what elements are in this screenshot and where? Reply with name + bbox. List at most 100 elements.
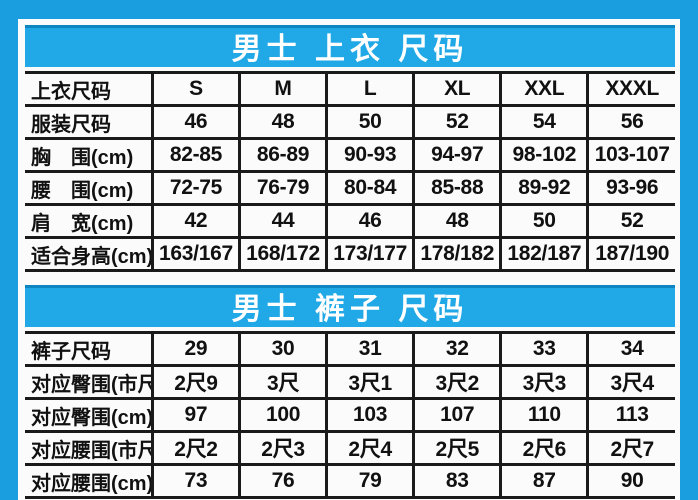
table-cell: 79 bbox=[325, 463, 416, 499]
pants-size-table-body: 裤子尺码 29 30 31 32 33 34 对应臀围(市尺) 2尺9 3尺 3尺1 3尺2 3尺3 3尺… bbox=[25, 331, 675, 499]
table-cell: 182/187 bbox=[499, 236, 590, 272]
table-cell: 86-89 bbox=[237, 137, 329, 173]
table-cell: 31 bbox=[325, 331, 416, 367]
table-row: 胸 围(cm) 82-85 86-89 90-93 94-97 98-102 103-107 bbox=[25, 137, 675, 173]
table-cell: 178/182 bbox=[412, 236, 503, 272]
tops-size-table-body: 上衣尺码 S M L XL XXL XXXL 服装尺码 46 48 50 52 54 56 胸 围(cm) 8… bbox=[25, 71, 675, 272]
tops-size-table-section: 男士 上衣 尺码 上衣尺码 S M L XL XXL XXXL 服装尺码 46 48 50 52 54 5… bbox=[25, 25, 675, 272]
table-row: 适合身高(cm) 163/167 168/172 173/177 178/182 182/… bbox=[25, 236, 675, 272]
tops-title-band: 男士 上衣 尺码 bbox=[25, 25, 675, 67]
table-cell: 34 bbox=[586, 331, 675, 367]
table-cell: 76-79 bbox=[237, 170, 329, 206]
size-chart-panel: 男士 上衣 尺码 上衣尺码 S M L XL XXL XXXL 服装尺码 46 48 50 52 54 5… bbox=[18, 19, 680, 500]
row-label: 裤子尺码 bbox=[25, 331, 154, 367]
table-cell: M bbox=[237, 71, 329, 107]
row-label: 胸 围(cm) bbox=[25, 137, 154, 173]
table-cell: 87 bbox=[499, 463, 590, 499]
table-cell: 42 bbox=[150, 203, 241, 239]
table-cell: 54 bbox=[499, 104, 590, 140]
table-cell: 2尺2 bbox=[150, 430, 241, 466]
table-cell: 48 bbox=[237, 104, 329, 140]
table-cell: 44 bbox=[237, 203, 329, 239]
row-label: 对应腰围(cm) bbox=[25, 463, 154, 499]
table-cell: 103 bbox=[325, 397, 416, 433]
table-cell: 3尺4 bbox=[586, 364, 675, 400]
row-label: 腰 围(cm) bbox=[25, 170, 154, 206]
pants-table-title: 男士 裤子 尺码 bbox=[231, 293, 469, 326]
tops-size-table: 上衣尺码 S M L XL XXL XXXL 服装尺码 46 48 50 52 54 56 胸 围(cm) 8… bbox=[25, 71, 675, 272]
table-cell: 3尺3 bbox=[499, 364, 590, 400]
table-cell: 32 bbox=[412, 331, 503, 367]
table-cell: 173/177 bbox=[325, 236, 416, 272]
table-row: 对应腰围(cm) 73 76 79 83 87 90 bbox=[25, 463, 675, 499]
table-cell: 30 bbox=[237, 331, 329, 367]
table-cell: 46 bbox=[150, 104, 241, 140]
row-label: 对应臀围(cm) bbox=[25, 397, 154, 433]
table-cell: 168/172 bbox=[237, 236, 329, 272]
table-cell: 90 bbox=[586, 463, 675, 499]
table-cell: 33 bbox=[499, 331, 590, 367]
table-cell: L bbox=[325, 71, 416, 107]
row-label: 对应腰围(市尺) bbox=[25, 430, 154, 466]
table-cell: 98-102 bbox=[499, 137, 590, 173]
table-row: 服装尺码 46 48 50 52 54 56 bbox=[25, 104, 675, 140]
table-cell: 56 bbox=[586, 104, 675, 140]
table-cell: 3尺2 bbox=[412, 364, 503, 400]
table-cell: 90-93 bbox=[325, 137, 416, 173]
table-cell: 83 bbox=[412, 463, 503, 499]
row-label: 适合身高(cm) bbox=[25, 236, 154, 272]
row-label: 上衣尺码 bbox=[25, 71, 154, 107]
table-cell: 113 bbox=[586, 397, 675, 433]
table-cell: 46 bbox=[325, 203, 416, 239]
table-cell: 2尺3 bbox=[237, 430, 329, 466]
table-cell: 163/167 bbox=[150, 236, 241, 272]
table-cell: 103-107 bbox=[586, 137, 675, 173]
table-cell: XXXL bbox=[586, 71, 675, 107]
table-cell: 73 bbox=[150, 463, 241, 499]
table-row: 裤子尺码 29 30 31 32 33 34 bbox=[25, 331, 675, 367]
row-label: 对应臀围(市尺) bbox=[25, 364, 154, 400]
table-cell: 29 bbox=[150, 331, 241, 367]
table-cell: 100 bbox=[237, 397, 329, 433]
table-cell: 2尺7 bbox=[586, 430, 675, 466]
table-row: 对应臀围(cm) 97 100 103 107 110 113 bbox=[25, 397, 675, 433]
table-row: 上衣尺码 S M L XL XXL XXXL bbox=[25, 71, 675, 107]
table-cell: 80-84 bbox=[325, 170, 416, 206]
pants-size-table-section: 男士 裤子 尺码 裤子尺码 29 30 31 32 33 34 对应臀围(市尺) 2尺9 3尺 3尺… bbox=[25, 285, 675, 499]
table-cell: 2尺9 bbox=[150, 364, 241, 400]
table-cell: 2尺4 bbox=[325, 430, 416, 466]
table-cell: 76 bbox=[237, 463, 329, 499]
table-cell: 187/190 bbox=[586, 236, 675, 272]
table-cell: 3尺1 bbox=[325, 364, 416, 400]
table-cell: 82-85 bbox=[150, 137, 241, 173]
table-cell: 2尺5 bbox=[412, 430, 503, 466]
table-cell: 85-88 bbox=[412, 170, 503, 206]
table-cell: 110 bbox=[499, 397, 590, 433]
table-cell: 3尺 bbox=[237, 364, 329, 400]
table-cell: 89-92 bbox=[499, 170, 590, 206]
tops-table-title: 男士 上衣 尺码 bbox=[231, 33, 469, 66]
table-cell: 97 bbox=[150, 397, 241, 433]
table-cell: 48 bbox=[412, 203, 503, 239]
table-cell: 50 bbox=[325, 104, 416, 140]
table-row: 对应腰围(市尺) 2尺2 2尺3 2尺4 2尺5 2尺6 2尺7 bbox=[25, 430, 675, 466]
table-cell: XXL bbox=[499, 71, 590, 107]
row-label: 服装尺码 bbox=[25, 104, 154, 140]
table-cell: 50 bbox=[499, 203, 590, 239]
table-cell: 2尺6 bbox=[499, 430, 590, 466]
table-cell: 93-96 bbox=[586, 170, 675, 206]
table-row: 对应臀围(市尺) 2尺9 3尺 3尺1 3尺2 3尺3 3尺4 bbox=[25, 364, 675, 400]
pants-title-band: 男士 裤子 尺码 bbox=[25, 285, 675, 327]
table-cell: 52 bbox=[586, 203, 675, 239]
table-cell: 72-75 bbox=[150, 170, 241, 206]
table-cell: S bbox=[150, 71, 241, 107]
table-cell: XL bbox=[412, 71, 503, 107]
row-label: 肩 宽(cm) bbox=[25, 203, 154, 239]
table-cell: 107 bbox=[412, 397, 503, 433]
table-row: 肩 宽(cm) 42 44 46 48 50 52 bbox=[25, 203, 675, 239]
table-cell: 94-97 bbox=[412, 137, 503, 173]
table-cell: 52 bbox=[412, 104, 503, 140]
pants-size-table: 裤子尺码 29 30 31 32 33 34 对应臀围(市尺) 2尺9 3尺 3尺1 3尺2 3尺3 3尺… bbox=[25, 331, 675, 499]
table-row: 腰 围(cm) 72-75 76-79 80-84 85-88 89-92 93-96 bbox=[25, 170, 675, 206]
